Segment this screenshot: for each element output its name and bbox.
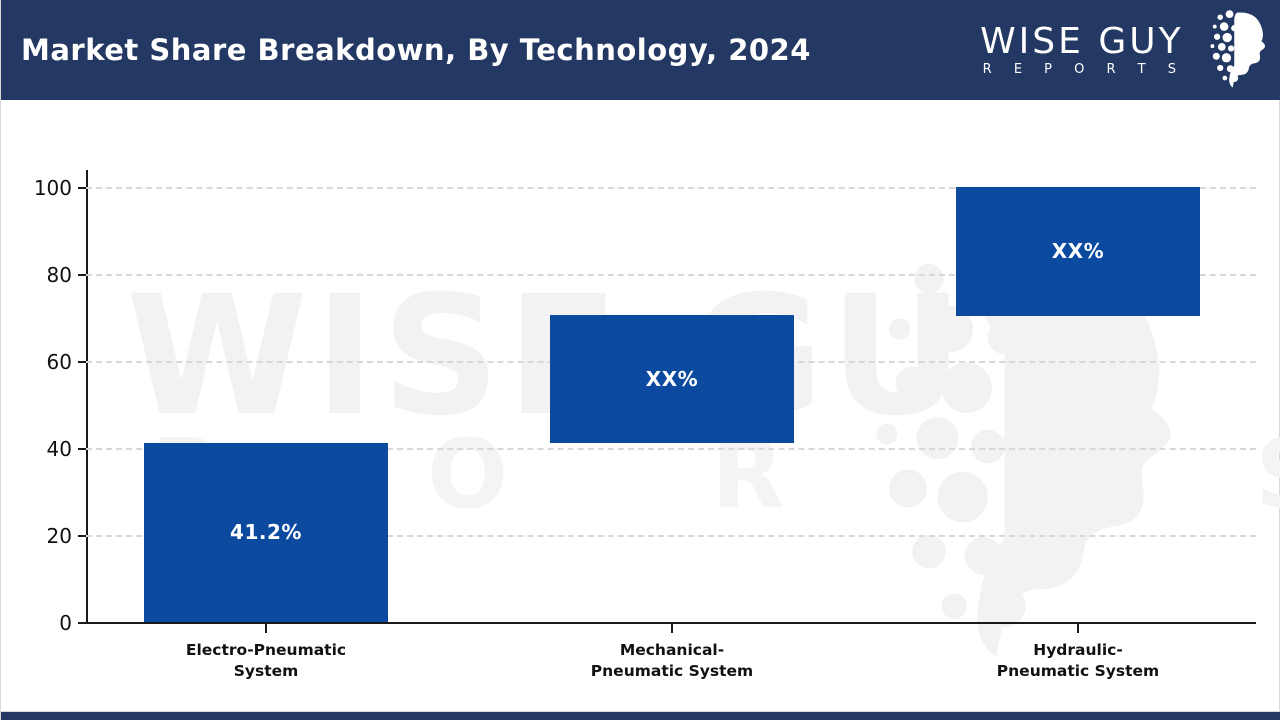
y-tick-mark (78, 448, 86, 450)
x-tick-mark (1077, 624, 1079, 633)
x-category-label: Hydraulic- Pneumatic System (996, 641, 1160, 680)
y-tick-mark (78, 535, 86, 537)
gridline-y40 (86, 448, 1256, 450)
page-title: Market Share Breakdown, By Technology, 2… (21, 33, 811, 67)
bar-value-label: XX% (1051, 239, 1105, 264)
bar-value-label: 41.2% (230, 520, 302, 545)
footer-banner (1, 712, 1280, 720)
footer-divider (1, 711, 1280, 712)
wise-guy-logo-face-icon (1210, 10, 1266, 88)
header-banner: Market Share Breakdown, By Technology, 2… (1, 0, 1280, 100)
bar-3: XX% (956, 187, 1200, 316)
y-tick-label: 20 (46, 524, 72, 548)
bar-value-label: XX% (645, 366, 699, 391)
x-category-label: Mechanical- Pneumatic System (590, 641, 754, 680)
y-tick-label: 80 (46, 263, 72, 287)
y-tick-label: 100 (33, 176, 72, 200)
y-tick-label: 40 (46, 437, 72, 461)
gridline-y20 (86, 535, 1256, 537)
gridline-y80 (86, 274, 1256, 276)
logo-wordmark: WISE GUY (980, 20, 1184, 62)
y-axis-line (86, 170, 88, 624)
bar-2: XX% (550, 314, 794, 443)
wise-guy-logo: WISE GUY R E P O R T S (979, 9, 1280, 91)
bar-1: 41.2% (144, 442, 388, 622)
wise-guy-logo-text: WISE GUY R E P O R T S (979, 20, 1185, 77)
gridline-y100 (86, 187, 1256, 189)
y-tick-label: 0 (59, 611, 72, 635)
x-category-label: Electro-Pneumatic System (185, 641, 347, 680)
bar-chart: 0 20 40 60 80 100 41.2% Electro-Pneumatic System… (1, 100, 1280, 712)
y-tick-mark (78, 622, 86, 624)
x-tick-mark (265, 624, 267, 633)
x-axis-line (86, 622, 1256, 624)
logo-subtitle: R E P O R T S (982, 61, 1185, 77)
x-tick-mark (671, 624, 673, 633)
y-tick-mark (78, 187, 86, 189)
y-tick-mark (78, 361, 86, 363)
y-tick-mark (78, 274, 86, 276)
y-tick-label: 60 (46, 350, 72, 374)
